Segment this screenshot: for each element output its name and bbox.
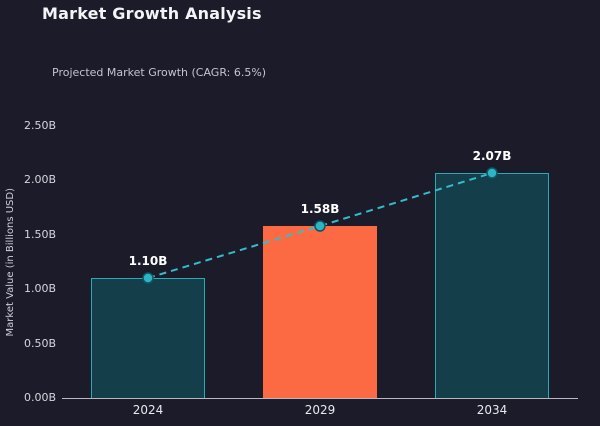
bar-value-label: 1.58B	[300, 202, 340, 216]
bar-2024	[91, 278, 205, 398]
bar-value-label: 1.10B	[128, 254, 168, 268]
page-title: Market Growth Analysis	[42, 4, 262, 23]
x-axis: 2024 2029 2034	[62, 403, 578, 421]
y-tick-label: 2.50B	[23, 119, 56, 132]
bar-value-label: 2.07B	[472, 149, 512, 163]
bar-2034	[435, 173, 549, 398]
plot-area: 1.10B 1.58B 2.07B	[62, 126, 578, 399]
x-tick-label: 2029	[304, 403, 336, 417]
y-axis: 0.00B 0.50B 1.00B 1.50B 2.00B 2.50B	[0, 119, 56, 404]
y-tick-label: 1.00B	[23, 282, 56, 296]
y-tick-label: 0.00B	[23, 391, 56, 404]
bar-2029	[263, 226, 377, 398]
y-tick-label: 2.00B	[23, 173, 56, 187]
x-tick-label: 2034	[476, 403, 508, 417]
y-tick-label: 0.50B	[23, 336, 56, 350]
y-tick-label: 1.50B	[23, 227, 56, 241]
x-tick-label: 2024	[132, 403, 164, 417]
chart-subtitle: Projected Market Growth (CAGR: 6.5%)	[52, 66, 267, 79]
